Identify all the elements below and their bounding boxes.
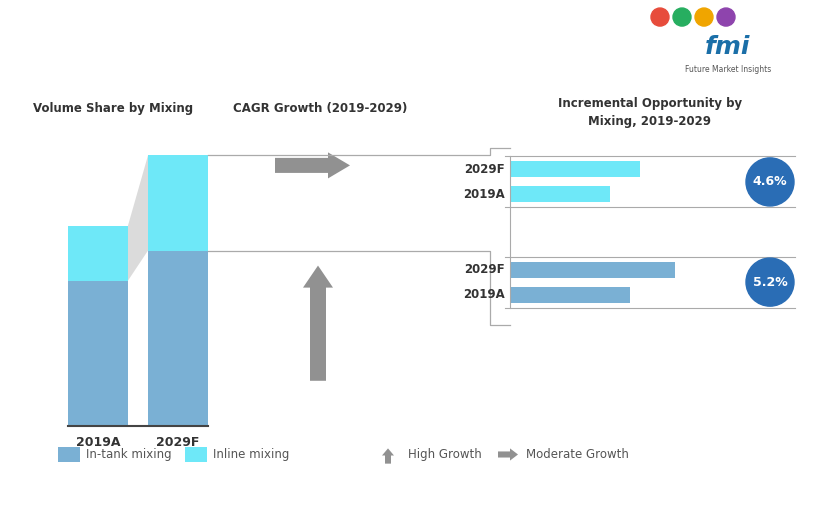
Text: High Growth: High Growth [408,448,482,461]
Text: Moderate Growth: Moderate Growth [525,448,628,461]
Bar [68,281,128,426]
Circle shape [745,158,793,206]
Text: In-tank mixing: In-tank mixing [86,448,171,461]
Circle shape [695,8,713,26]
Text: 2019A: 2019A [463,288,505,301]
FancyArrow shape [303,266,333,381]
Bar [68,226,128,281]
Text: Inline mixing: Inline mixing [213,448,289,461]
FancyArrow shape [274,152,350,178]
Circle shape [650,8,668,26]
Bar [509,186,609,202]
Text: Forecast by Mixing: Forecast by Mixing [12,55,219,74]
Bar [147,156,208,251]
Bar [509,262,674,278]
Polygon shape [128,156,147,281]
FancyArrow shape [497,449,518,460]
Text: CAGR Growth (2019-2029): CAGR Growth (2019-2029) [233,102,407,115]
Text: 2019A: 2019A [463,188,505,201]
Circle shape [716,8,734,26]
Bar [509,161,639,178]
Text: Volume Share by Mixing: Volume Share by Mixing [33,102,192,115]
Circle shape [672,8,690,26]
Text: Source: Future Market Insights: Source: Future Market Insights [14,488,205,501]
Text: 5.2%: 5.2% [752,276,786,288]
Text: 2029F: 2029F [464,263,505,276]
Text: 2029F: 2029F [464,163,505,176]
Text: 4.6%: 4.6% [752,176,786,188]
Text: Future Market Insights: Future Market Insights [684,65,770,74]
Text: 2029F: 2029F [156,436,200,449]
FancyArrow shape [382,449,393,464]
Bar [58,448,80,461]
Bar [185,448,206,461]
Text: Powder Induction and Dispersion Market: Analysis and: Powder Induction and Dispersion Market: … [12,27,613,46]
Text: fmi: fmi [704,35,750,59]
Circle shape [745,258,793,306]
Text: 2019A: 2019A [75,436,120,449]
Bar [509,287,629,303]
Bar [147,251,208,426]
Text: Incremental Opportunity by
Mixing, 2019-2029: Incremental Opportunity by Mixing, 2019-… [557,97,741,128]
Bar [639,0,819,95]
